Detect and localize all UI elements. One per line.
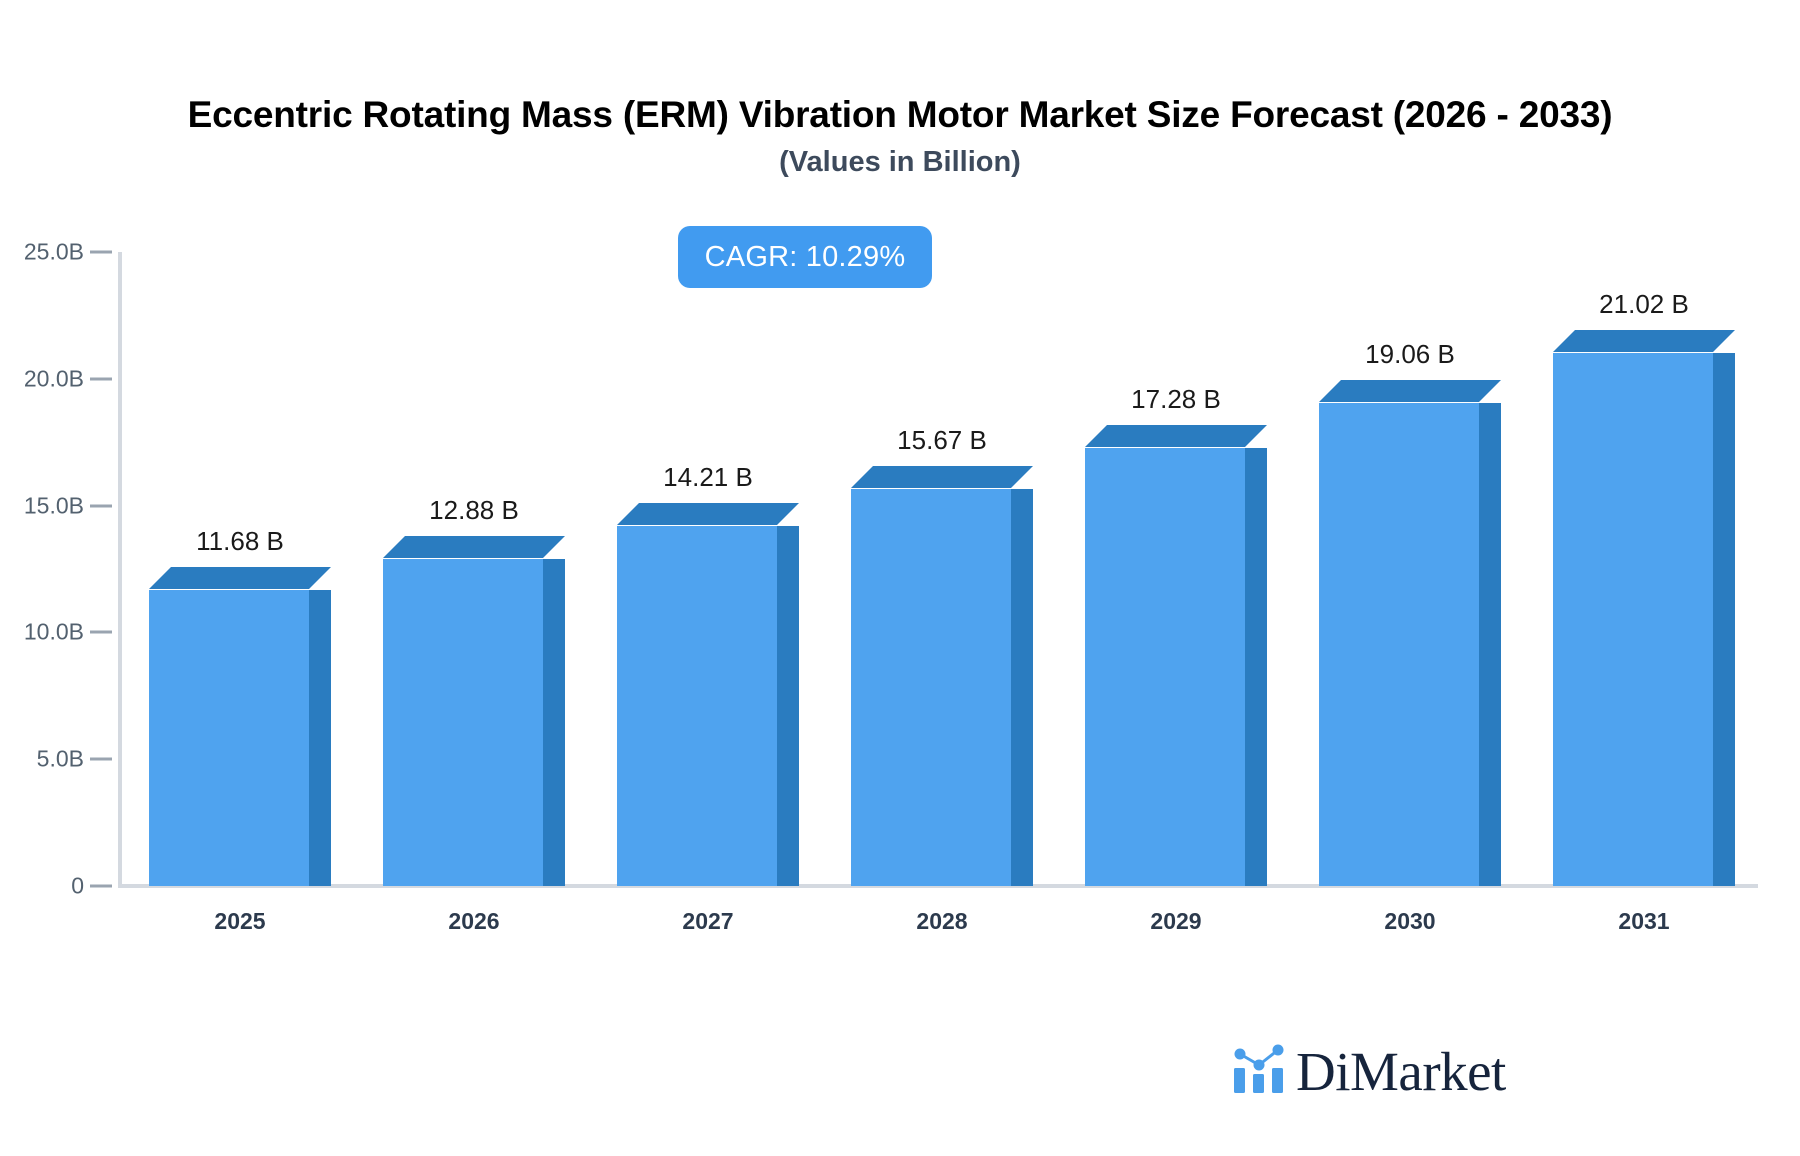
bar-side-face <box>1713 352 1735 886</box>
logo-wordmark: DiMarket <box>1296 1041 1506 1102</box>
bar-2026 <box>383 536 565 886</box>
bar-2030 <box>1319 379 1501 886</box>
bar-2028 <box>851 465 1033 886</box>
dimarket-logo: DiMarket <box>1232 1044 1506 1099</box>
bar-2029 <box>1085 424 1267 886</box>
chart-subtitle: (Values in Billion) <box>779 146 1021 178</box>
bar-chart-dots-icon <box>1232 1044 1288 1099</box>
x-tick-label-2025: 2025 <box>214 908 266 934</box>
bar-value-label: 14.21 B <box>663 461 753 492</box>
bar-top-face <box>1319 379 1501 402</box>
bar-value-label: 12.88 B <box>429 495 519 526</box>
y-tick-label: 15.0B <box>23 492 84 519</box>
bar-top-face <box>1553 329 1735 352</box>
bar-front-face <box>1319 402 1479 886</box>
bar-side-face <box>1245 447 1267 886</box>
y-tick-dash <box>90 504 112 508</box>
x-tick-label-2028: 2028 <box>916 908 968 934</box>
bar-top-face <box>851 465 1033 488</box>
y-tick-label: 0 <box>71 872 84 899</box>
x-axis-line <box>118 884 1758 888</box>
bar-side-face <box>1479 402 1501 886</box>
page-title: Eccentric Rotating Mass (ERM) Vibration … <box>187 94 1613 135</box>
bar-front-face <box>1085 447 1245 886</box>
y-tick-label: 20.0B <box>23 365 84 392</box>
x-tick-label-2029: 2029 <box>1150 908 1202 934</box>
bar-front-face <box>1553 352 1713 886</box>
bar-value-label: 17.28 B <box>1131 383 1221 414</box>
y-axis-line <box>118 252 122 886</box>
x-tick-label-2026: 2026 <box>448 908 500 934</box>
bar-top-face <box>617 502 799 525</box>
bar-2027 <box>617 502 799 886</box>
bar-front-face <box>617 525 777 886</box>
x-tick-label-2031: 2031 <box>1618 908 1670 934</box>
y-tick-label: 10.0B <box>23 618 84 645</box>
y-tick-dash <box>90 630 112 634</box>
bar-side-face <box>543 559 565 886</box>
bar-side-face <box>1011 488 1033 886</box>
bar-top-face <box>1085 424 1267 447</box>
y-tick-dash <box>90 884 112 888</box>
bar-side-face <box>309 589 331 886</box>
bar-value-label: 19.06 B <box>1365 338 1455 369</box>
y-tick-dash <box>90 250 112 254</box>
x-tick-label-2027: 2027 <box>682 908 734 934</box>
bar-front-face <box>149 589 309 886</box>
bar-front-face <box>851 488 1011 886</box>
bar-top-face <box>149 566 331 589</box>
bar-value-label: 21.02 B <box>1599 288 1689 319</box>
bar-value-label: 15.67 B <box>897 424 987 455</box>
cagr-badge: CAGR: 10.29% <box>678 226 932 288</box>
bar-2031 <box>1553 329 1735 886</box>
bar-front-face <box>383 559 543 886</box>
y-tick-dash <box>90 757 112 761</box>
y-tick-label: 5.0B <box>36 745 84 772</box>
y-tick-dash <box>90 377 112 381</box>
bar-value-label: 11.68 B <box>196 525 284 556</box>
y-tick-label: 25.0B <box>23 238 84 265</box>
x-tick-label-2030: 2030 <box>1384 908 1436 934</box>
bar-side-face <box>777 525 799 886</box>
bar-top-face <box>383 536 565 559</box>
bar-2025 <box>149 566 331 886</box>
